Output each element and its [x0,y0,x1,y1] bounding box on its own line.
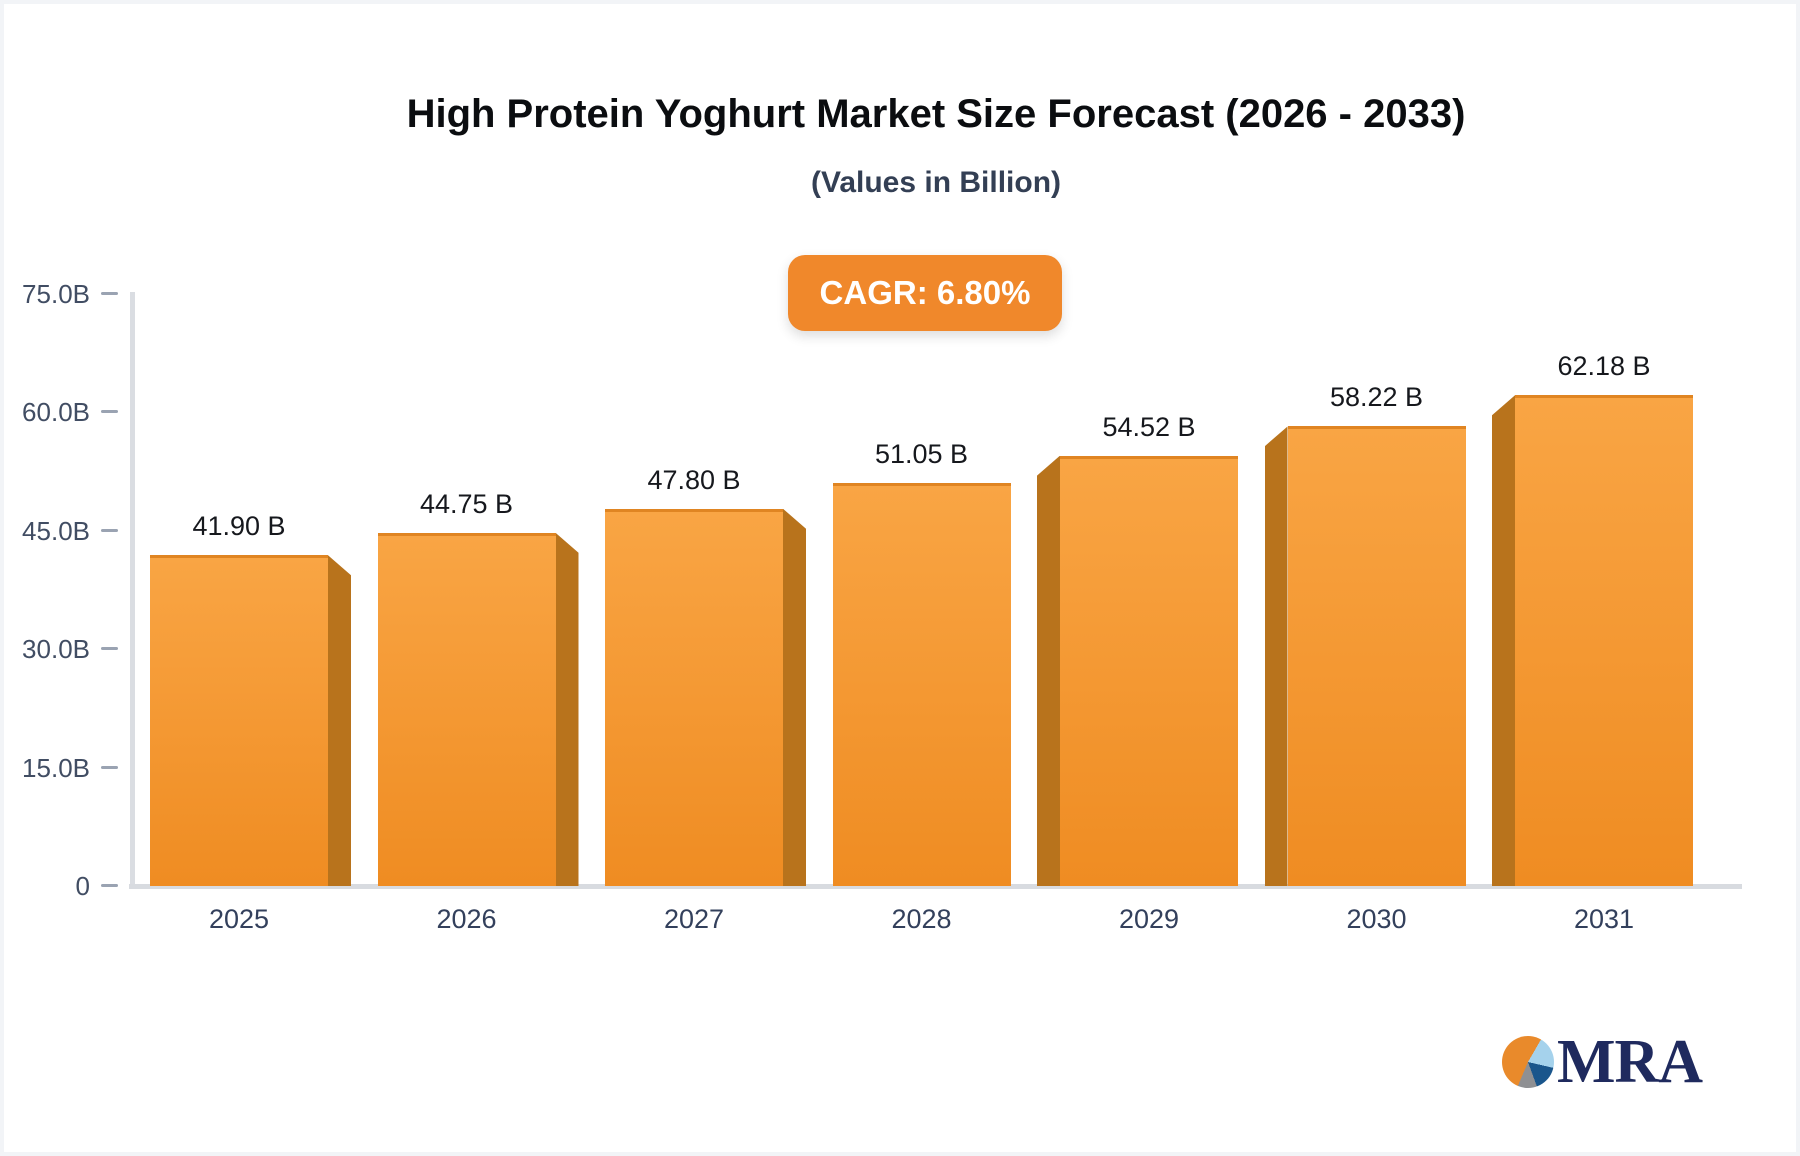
y-tick-label: 15.0B [22,752,90,783]
bar-2025 [150,555,328,886]
bar-2026 [377,532,556,886]
x-axis-label: 2026 [436,904,497,934]
bar-2028 [832,483,1011,886]
y-axis-line [130,292,135,889]
bar-value-label: 51.05 B [874,439,969,470]
y-tick-label: 60.0B [22,397,90,428]
bar-value-label: 58.22 B [1329,382,1424,413]
bar-3d-side [328,555,351,886]
y-tick-mark [101,765,118,769]
cagr-badge: CAGR: 6.80% [788,255,1062,331]
y-tick-mark [101,292,118,295]
x-axis-line [129,884,1742,889]
cagr-badge-label: CAGR: 6.80% [819,274,1031,311]
y-tick-label: 0 [75,871,90,901]
x-axis-label: 2030 [1346,904,1407,934]
bar-value-label: 54.52 B [1102,411,1196,442]
y-tick-label: 45.0B [22,515,90,546]
y-tick-label: 30.0B [22,634,90,665]
chart-subtitle: (Values in Billion) [810,166,1062,199]
y-tick-mark [101,410,118,414]
logo-text: MRA [1557,1028,1703,1096]
bar-2029 [1060,455,1238,886]
bar-2030 [1287,426,1466,886]
x-axis-label: 2027 [663,904,725,934]
y-tick-mark [101,528,118,532]
y-tick-label: 75.0B [22,279,90,309]
x-axis-label: 2025 [208,904,270,934]
logo-pie-icon [1502,1036,1554,1088]
bar-value-label: 41.90 B [192,511,286,542]
bar-2031 [1515,395,1693,886]
chart-title: High Protein Yoghurt Market Size Forecas… [406,92,1466,136]
x-axis-label: 2028 [891,904,952,934]
bar-value-label: 62.18 B [1557,351,1651,382]
bar-value-label: 44.75 B [419,488,514,519]
bar-3d-side [555,532,579,886]
bar-value-label: 47.80 B [647,464,741,495]
y-tick-mark [101,647,118,651]
bar-3d-side [1037,455,1060,886]
x-axis-label: 2031 [1573,904,1635,934]
bar-2027 [605,508,783,886]
x-axis-label: 2029 [1118,904,1180,934]
bar-3d-side [1264,426,1288,886]
y-tick-mark [101,884,118,887]
brand-logo: MRA [1502,1028,1703,1096]
bar-3d-side [783,508,806,886]
bar-3d-side [1492,395,1515,886]
